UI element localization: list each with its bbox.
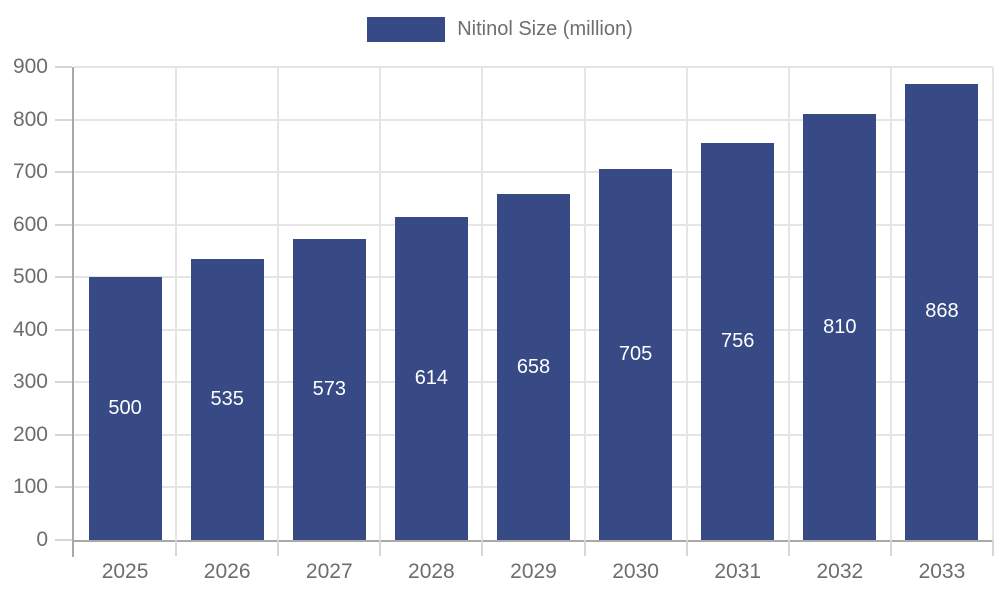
gridline-vertical: [481, 67, 484, 540]
x-axis-tick: [481, 540, 484, 556]
y-axis-tick: [55, 381, 72, 384]
x-axis-label: 2029: [510, 560, 557, 583]
x-axis-tick: [175, 540, 178, 556]
x-axis-tick: [889, 540, 892, 556]
gridline-vertical: [685, 67, 688, 540]
bar-value-label: 868: [925, 300, 959, 323]
x-axis-label: 2033: [918, 560, 966, 583]
bar-value-label: 756: [721, 329, 755, 352]
y-axis-label: 100: [12, 475, 48, 499]
y-axis-tick: [55, 328, 72, 331]
gridline-vertical: [889, 67, 892, 540]
gridline-horizontal: [74, 66, 993, 68]
legend-item[interactable]: Nitinol Size (million): [0, 17, 1000, 42]
gridline-vertical: [175, 67, 178, 540]
legend-swatch: [367, 17, 446, 42]
x-axis-label: 2025: [101, 560, 149, 583]
y-axis-tick: [55, 433, 72, 436]
y-axis-tick: [55, 486, 72, 489]
gridline-vertical: [583, 67, 586, 540]
y-axis-tick: [55, 66, 72, 68]
y-axis-label: 600: [12, 212, 48, 236]
x-axis-label: 2030: [612, 560, 659, 583]
bar-2030: 705: [599, 169, 673, 540]
y-axis-tick: [55, 223, 72, 226]
plot-area: 500 535 573 614 658 705 756 810 868: [55, 66, 994, 556]
y-axis-tick: [55, 171, 72, 174]
gridline-vertical: [787, 67, 790, 540]
bar-2027: 573: [292, 238, 366, 540]
y-axis-line: [72, 67, 74, 557]
bar-2029: 658: [497, 194, 570, 540]
x-axis-tick: [277, 540, 280, 556]
x-axis-tick: [685, 540, 688, 556]
x-axis-tick: [379, 540, 382, 556]
y-axis-label: 300: [12, 370, 48, 394]
y-axis-tick: [55, 118, 72, 121]
bar-2031: 756: [701, 142, 775, 540]
y-axis-label: 500: [12, 265, 48, 289]
x-axis-label: 2028: [408, 560, 455, 583]
bar-value-label: 614: [414, 367, 449, 390]
y-axis-label: 200: [12, 422, 48, 446]
bar-value-label: 535: [210, 387, 244, 410]
y-axis-tick: [55, 539, 72, 541]
y-axis-label: 900: [12, 55, 48, 78]
gridline-vertical: [992, 67, 994, 540]
legend-label: Nitinol Size (million): [457, 18, 633, 40]
gridline-horizontal: [74, 171, 993, 174]
x-axis-label: 2032: [816, 560, 864, 583]
x-axis-label: 2027: [305, 560, 353, 583]
x-axis-tick: [787, 540, 790, 556]
bar-2033: 868: [905, 83, 979, 540]
y-axis-label: 400: [12, 317, 48, 341]
bar-2025: 500: [88, 277, 162, 540]
gridline-vertical: [277, 67, 280, 540]
x-axis-label: 2031: [714, 560, 762, 583]
y-axis-label: 800: [12, 107, 48, 131]
bar-2026: 535: [190, 258, 264, 540]
gridline-horizontal: [74, 118, 993, 121]
x-axis-tick: [992, 540, 994, 556]
bar-value-label: 500: [108, 397, 142, 420]
x-axis-label: 2026: [203, 560, 251, 583]
gridline-vertical: [379, 67, 382, 540]
bar-value-label: 658: [516, 355, 551, 378]
bar-2028: 614: [394, 217, 468, 540]
y-axis-tick: [55, 276, 72, 279]
y-axis-label: 700: [12, 160, 48, 184]
bar-2032: 810: [803, 114, 877, 540]
bar-value-label: 573: [312, 377, 346, 400]
x-axis-line: [72, 540, 993, 542]
bar-value-label: 705: [618, 343, 653, 366]
x-axis-tick: [583, 540, 586, 556]
bar-value-label: 810: [823, 315, 857, 338]
y-axis-label: 0: [36, 528, 48, 551]
